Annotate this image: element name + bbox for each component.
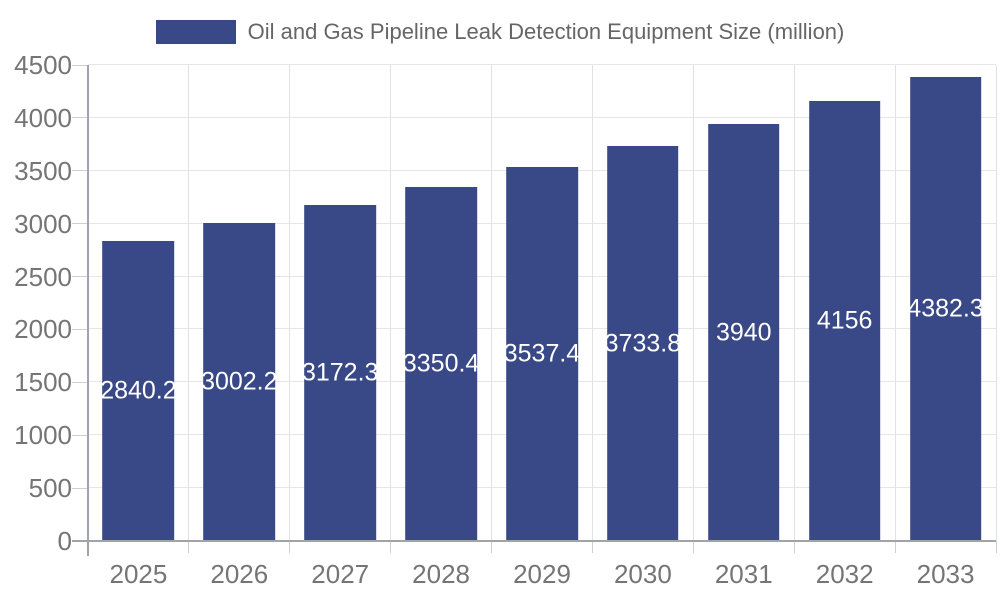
bar-2027: 3172.3 [301,205,379,541]
bar-value-label: 3537.4 [503,339,581,368]
x-axis-tick [793,541,795,553]
y-axis-tick [72,434,88,436]
y-axis-tick [72,117,88,119]
bar-value-label: 3940 [715,318,772,347]
x-axis-category-label: 2031 [714,559,773,589]
vertical-gridline [692,65,694,541]
bar-cell: 3002.2 [189,65,290,541]
y-axis-tick-label: 500 [28,473,72,504]
y-axis-tick-label: 3000 [14,208,72,239]
vertical-gridline [894,65,896,541]
x-axis-tick [188,541,190,553]
y-axis-tick-label: 4000 [14,102,72,133]
x-axis-category-label: 2030 [613,559,672,589]
y-axis-tick [72,487,88,489]
bar-value-label: 3350.4 [402,349,480,378]
legend-swatch [155,20,236,44]
y-axis-tick [72,381,88,383]
legend-series-label: Oil and Gas Pipeline Leak Detection Equi… [247,19,845,44]
bar-2031: 3940 [707,124,780,541]
bar-value-label: 3002.2 [201,367,278,396]
vertical-gridline [793,65,795,541]
x-axis-tick [390,541,392,553]
x-axis-line [72,540,996,542]
bar-value-label: 3172.3 [301,358,379,387]
x-axis-category-label: 2032 [815,559,874,589]
bar-value-label: 2840.2 [100,376,177,405]
y-axis-tick-label: 1000 [14,420,72,451]
bar-2029: 3537.4 [503,166,581,541]
vertical-gridline [491,65,493,541]
bar-cell: 3537.4 [492,65,593,541]
bar-value-label: 4382.3 [907,294,984,323]
horizontal-gridline [88,64,996,65]
bar-2030: 3733.8 [604,146,682,541]
horizontal-gridline [88,116,996,118]
y-axis-tick [72,328,88,330]
x-axis-category-label: 2029 [513,559,571,589]
bar-value-label: 3733.8 [604,329,682,358]
bar-cell: 4156 [794,65,895,541]
bar-cell: 3172.3 [290,65,391,541]
bar-cell: 4382.3 [895,65,996,541]
y-axis-tick-label: 4500 [14,50,72,80]
vertical-gridline [390,65,392,541]
y-axis-tick-label: 3500 [14,155,72,186]
y-axis-tick [72,223,88,225]
bar-cell: 3350.4 [391,65,492,541]
x-axis-category-label: 2025 [109,559,168,589]
x-axis-category-label: 2028 [412,559,471,589]
x-axis-tick [289,541,291,553]
vertical-gridline [289,65,291,541]
x-axis-tick [995,541,997,553]
bar-value-label: 4156 [816,306,873,335]
x-axis-tick [591,541,593,553]
x-axis-category-label: 2026 [210,559,269,589]
plot-area: 2840.2 3002.2 3172.3 3350.4 3537.4 3733.8 3940… [14,52,997,587]
y-axis-tick [72,276,88,278]
y-axis-tick-label: 0 [57,526,72,556]
y-axis-line [87,65,89,556]
bar-cell: 2840.2 [88,65,189,541]
vertical-gridline [591,65,593,541]
y-axis-tick [72,64,88,66]
y-axis-tick [72,170,88,172]
x-axis-tick [692,541,694,553]
bar-2025: 2840.2 [100,240,177,541]
y-axis-tick-label: 1500 [14,367,72,398]
bar-2026: 3002.2 [201,223,278,541]
bar-cell: 3733.8 [592,65,693,541]
x-axis-category-label: 2027 [311,559,370,589]
y-axis-tick-label: 2000 [14,314,72,345]
x-axis-tick [894,541,896,553]
y-axis-tick-label: 2500 [14,261,72,292]
bar-2033: 4382.3 [907,77,984,541]
vertical-gridline [995,65,997,541]
legend: Oil and Gas Pipeline Leak Detection Equi… [0,16,1000,48]
bar-cell: 3940 [693,65,794,541]
bar-2032: 4156 [808,101,881,541]
bar-2028: 3350.4 [402,186,480,541]
vertical-gridline [188,65,190,541]
x-axis-tick [491,541,493,553]
x-axis-category-label: 2033 [916,559,975,589]
